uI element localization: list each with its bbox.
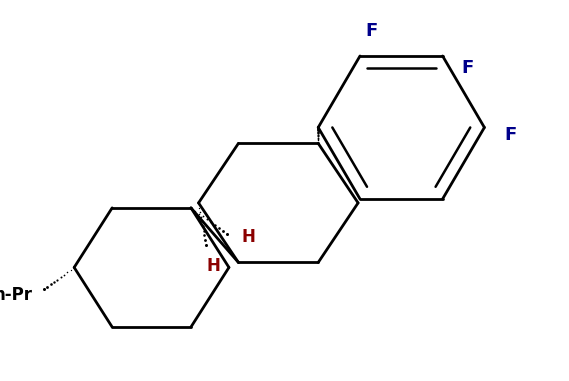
Text: F: F [504,126,516,144]
Text: n-Pr: n-Pr [0,286,33,304]
Text: H: H [241,228,255,246]
Text: F: F [365,22,377,40]
Text: H: H [207,258,221,275]
Text: F: F [461,59,473,77]
